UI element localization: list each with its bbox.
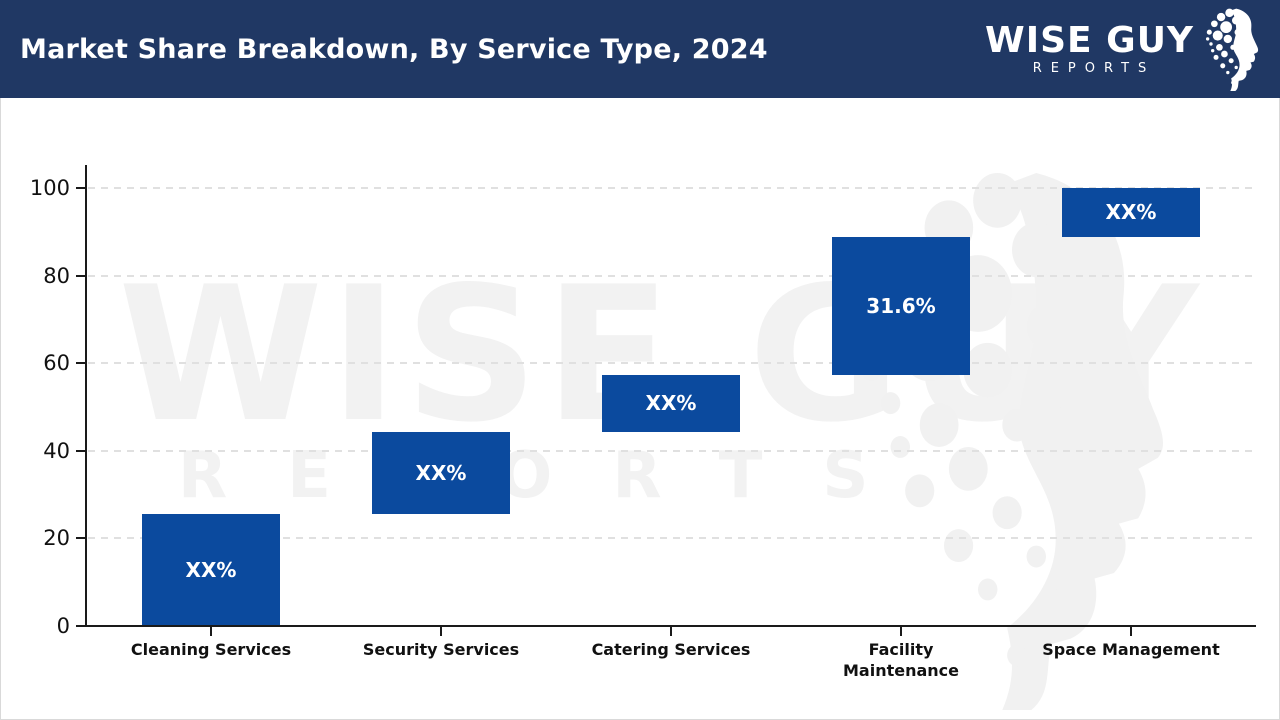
gridline-20 (88, 537, 1256, 540)
x-tick-facility (900, 627, 902, 636)
x-tick-catering-services (670, 627, 672, 636)
bar-cleaning-services: XX% (142, 514, 280, 626)
x-tick-security-services (440, 627, 442, 636)
x-tick-cleaning-services (210, 627, 212, 636)
y-tick-40 (76, 449, 85, 452)
category-label-space-management: Space Management (1042, 640, 1220, 659)
x-tick-space-management (1130, 627, 1132, 636)
brand-logo: WISE GUY REPORTS (985, 0, 1266, 98)
y-axis (85, 165, 87, 627)
bar-value-label: XX% (1105, 200, 1157, 225)
bar-catering-services: XX% (602, 375, 740, 432)
gridline-60 (88, 362, 1256, 365)
bar-value-label: XX% (415, 460, 467, 485)
category-label-cleaning-services: Cleaning Services (130, 640, 292, 659)
page-title: Market Share Breakdown, By Service Type,… (20, 33, 768, 65)
y-tick-80 (76, 274, 85, 277)
gridline-100 (88, 187, 1256, 189)
y-tick-100 (76, 187, 85, 189)
category-label-security-services: Security Services (362, 640, 520, 659)
y-tick-label: 60 (43, 351, 70, 376)
x-axis (85, 625, 1256, 627)
gridline-40 (88, 449, 1256, 452)
y-tick-label: 100 (29, 176, 70, 200)
y-tick-label: 0 (56, 614, 70, 638)
bar-facility: 31.6% (832, 236, 970, 376)
bar-space-management: XX% (1062, 188, 1200, 237)
bar-value-label: XX% (645, 391, 697, 416)
bar-security-services: XX% (372, 431, 510, 515)
category-label-catering-services: Catering Services (591, 640, 751, 659)
brand-name: WISE GUY (984, 20, 1194, 61)
y-tick-20 (76, 537, 85, 540)
wiseguy-head-icon (1205, 8, 1259, 91)
y-tick-label: 80 (43, 263, 70, 288)
y-tick-0 (76, 625, 85, 627)
bar-value-label: 31.6% (866, 293, 936, 318)
y-tick-label: 20 (43, 526, 70, 551)
watermark-reports-text: REPORTS (178, 439, 929, 513)
brand-logo-text: WISE GUY REPORTS (984, 20, 1194, 76)
header-bar: Market Share Breakdown, By Service Type,… (0, 0, 1280, 98)
plot-area: WISE GUY REPORTS 0 20 40 60 80 100 XX% Cleaning… (0, 98, 1280, 720)
category-label-facility: Facility Maintenance (842, 640, 959, 680)
bar-value-label: XX% (185, 558, 237, 583)
y-tick-60 (76, 362, 85, 365)
y-tick-label: 40 (43, 438, 70, 463)
gridline-80 (88, 274, 1256, 277)
brand-subtitle: REPORTS (1032, 61, 1156, 76)
